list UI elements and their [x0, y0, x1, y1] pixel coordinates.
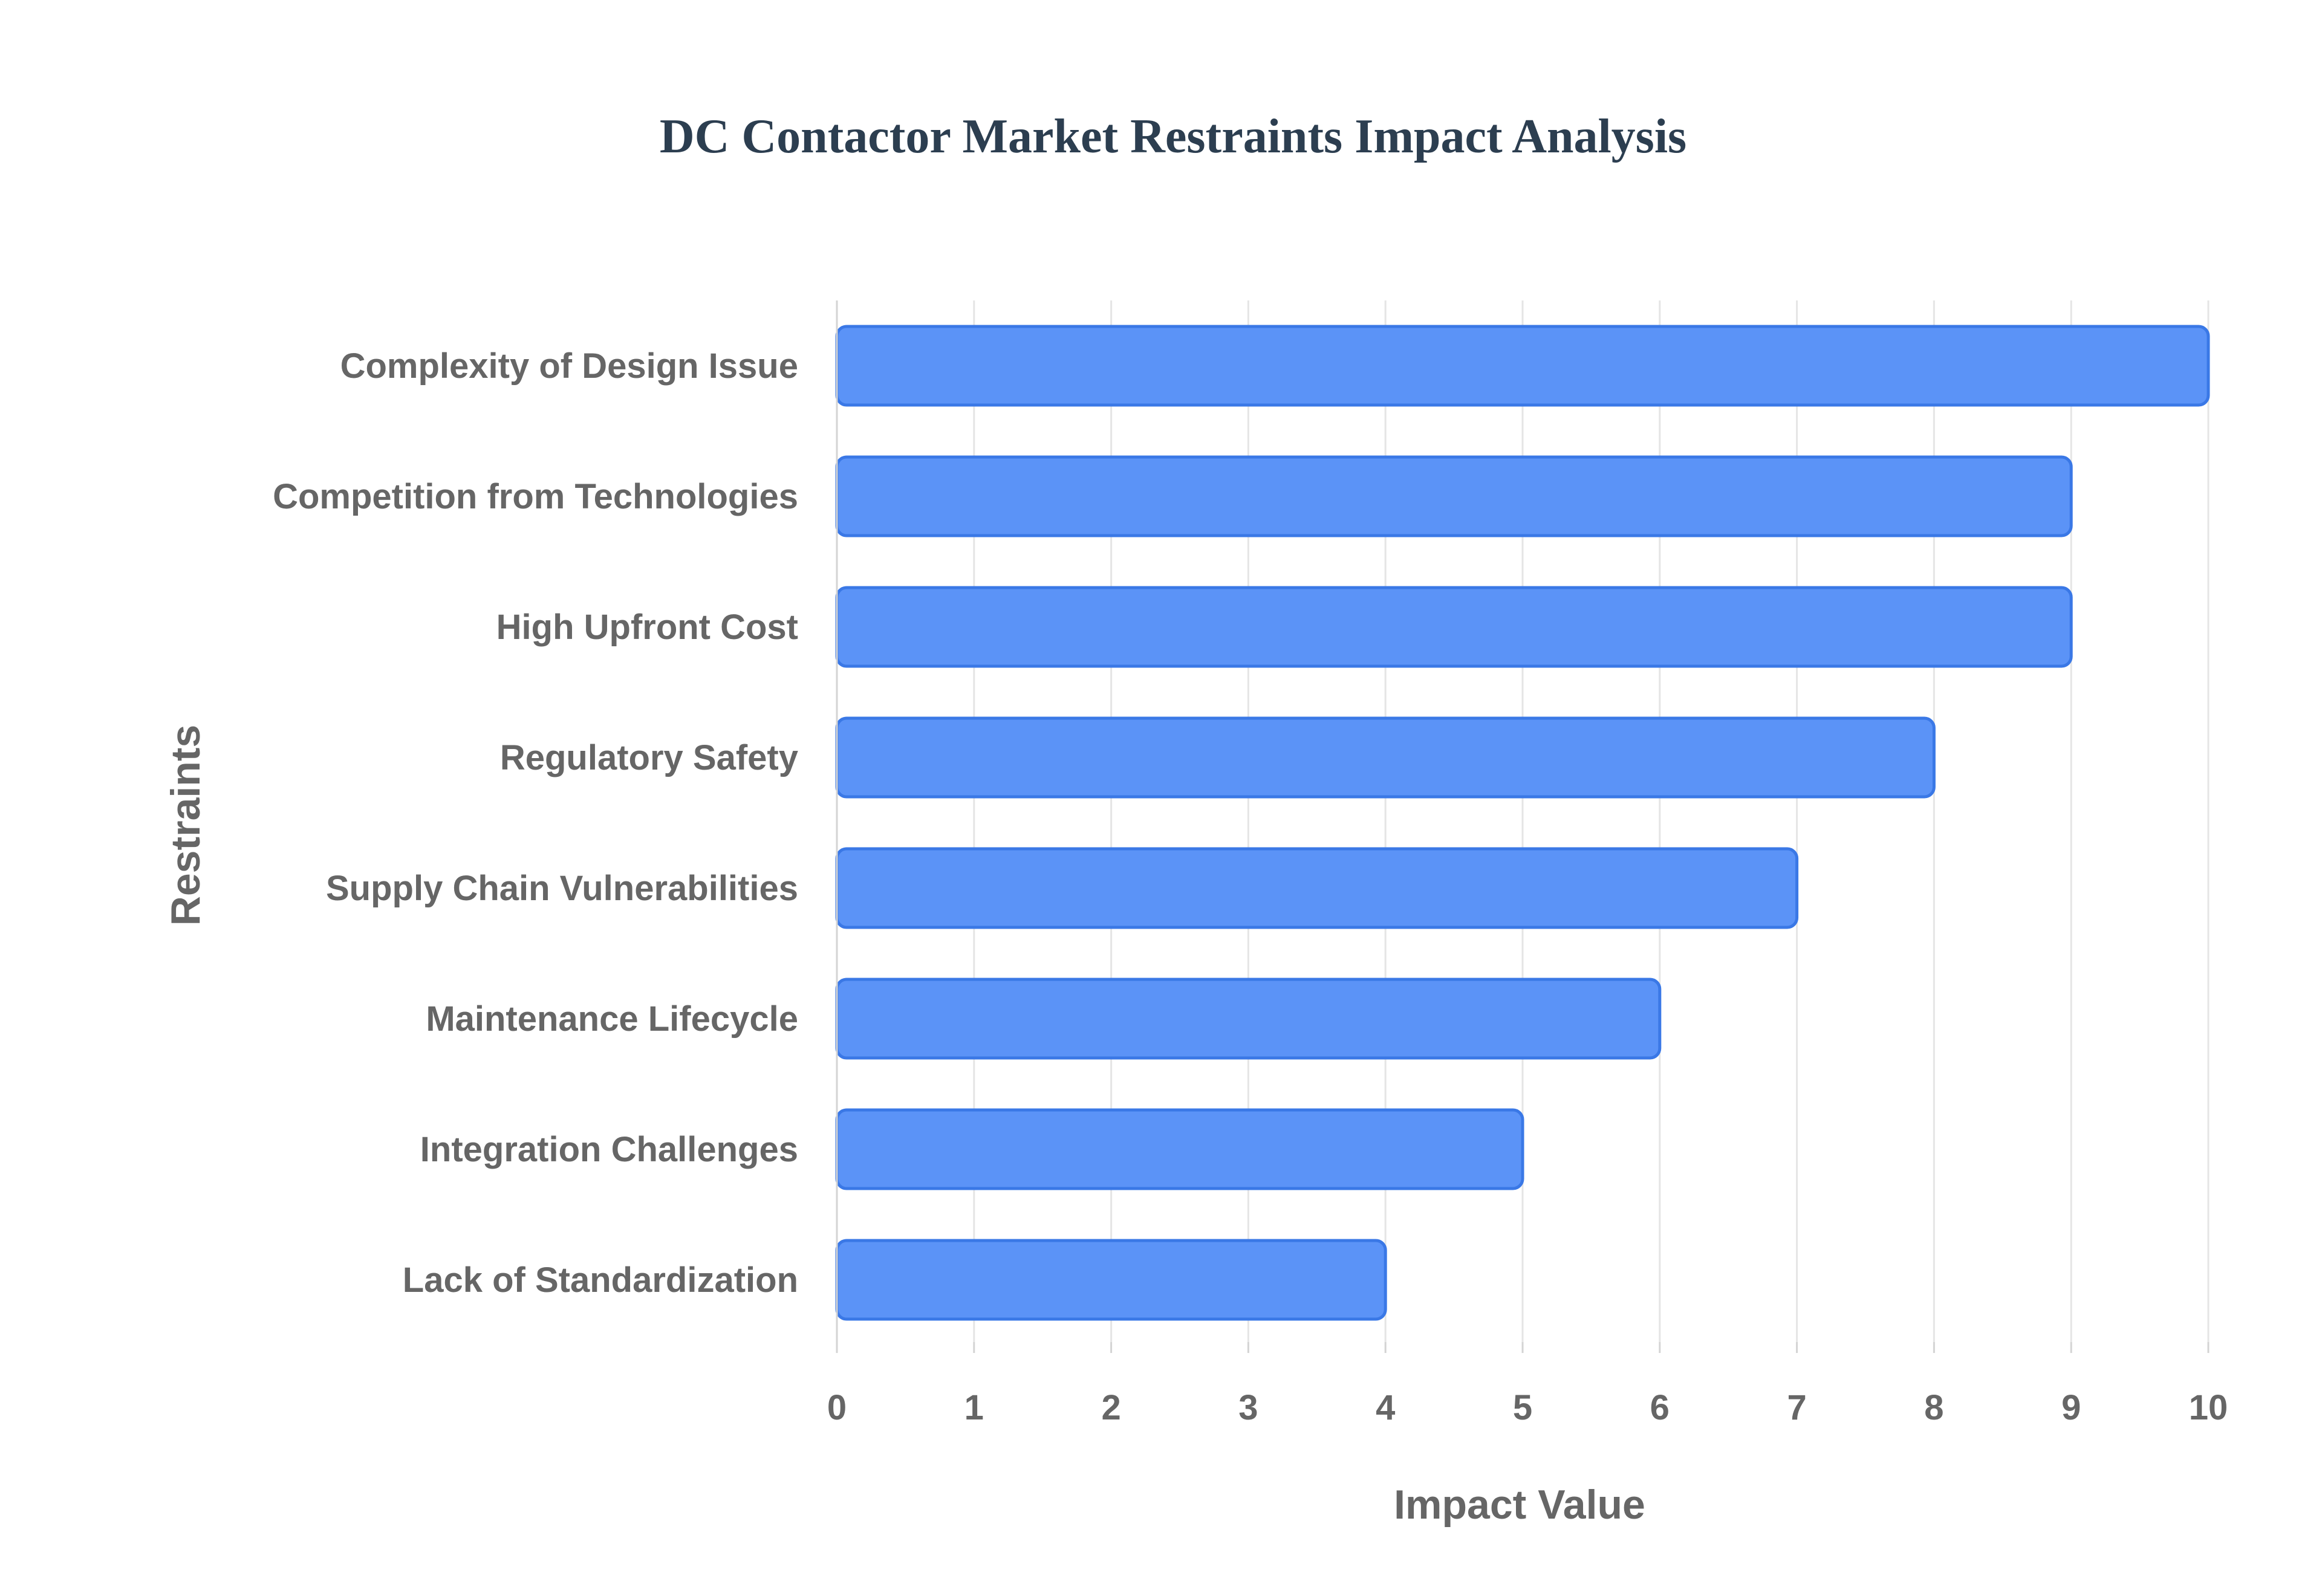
bar [835, 716, 1936, 799]
category-label: Complexity of Design Issue [340, 346, 798, 386]
chart-title: DC Contactor Market Restraints Impact An… [660, 110, 1686, 163]
bar [835, 455, 2073, 537]
x-tick-label: 5 [1513, 1388, 1532, 1427]
bar [835, 325, 2210, 407]
x-tick-label: 3 [1238, 1388, 1258, 1427]
category-label: Maintenance Lifecycle [426, 999, 798, 1039]
bars [835, 325, 2210, 1321]
category-label: Integration Challenges [420, 1130, 798, 1169]
x-tick-label: 4 [1376, 1388, 1395, 1427]
x-tick-label: 2 [1101, 1388, 1120, 1427]
y-axis-label: Restraints [163, 725, 209, 926]
bar [835, 1108, 1524, 1190]
bar [835, 586, 2073, 668]
category-label: Competition from Technologies [273, 477, 798, 516]
bar [835, 978, 1662, 1060]
x-tick-label: 8 [1924, 1388, 1943, 1427]
bar [835, 847, 1799, 929]
x-tick-label: 6 [1650, 1388, 1670, 1427]
x-tick-label: 0 [827, 1388, 847, 1427]
category-label: Supply Chain Vulnerabilities [326, 869, 798, 908]
category-label: Lack of Standardization [403, 1260, 798, 1300]
category-label: High Upfront Cost [496, 608, 798, 647]
x-tick-label: 10 [2189, 1388, 2228, 1427]
x-tick-label: 7 [1787, 1388, 1806, 1427]
category-labels: Complexity of Design Issue Competition fr… [273, 346, 798, 1300]
tick-labels: 0 1 2 3 4 5 6 7 8 9 10 [827, 1388, 2228, 1427]
x-axis-label: Impact Value [1394, 1482, 1645, 1528]
x-tick-label: 1 [964, 1388, 984, 1427]
category-label: Regulatory Safety [500, 738, 798, 777]
x-tick-label: 9 [2061, 1388, 2081, 1427]
bar [835, 1239, 1387, 1321]
axes [836, 300, 2210, 1353]
